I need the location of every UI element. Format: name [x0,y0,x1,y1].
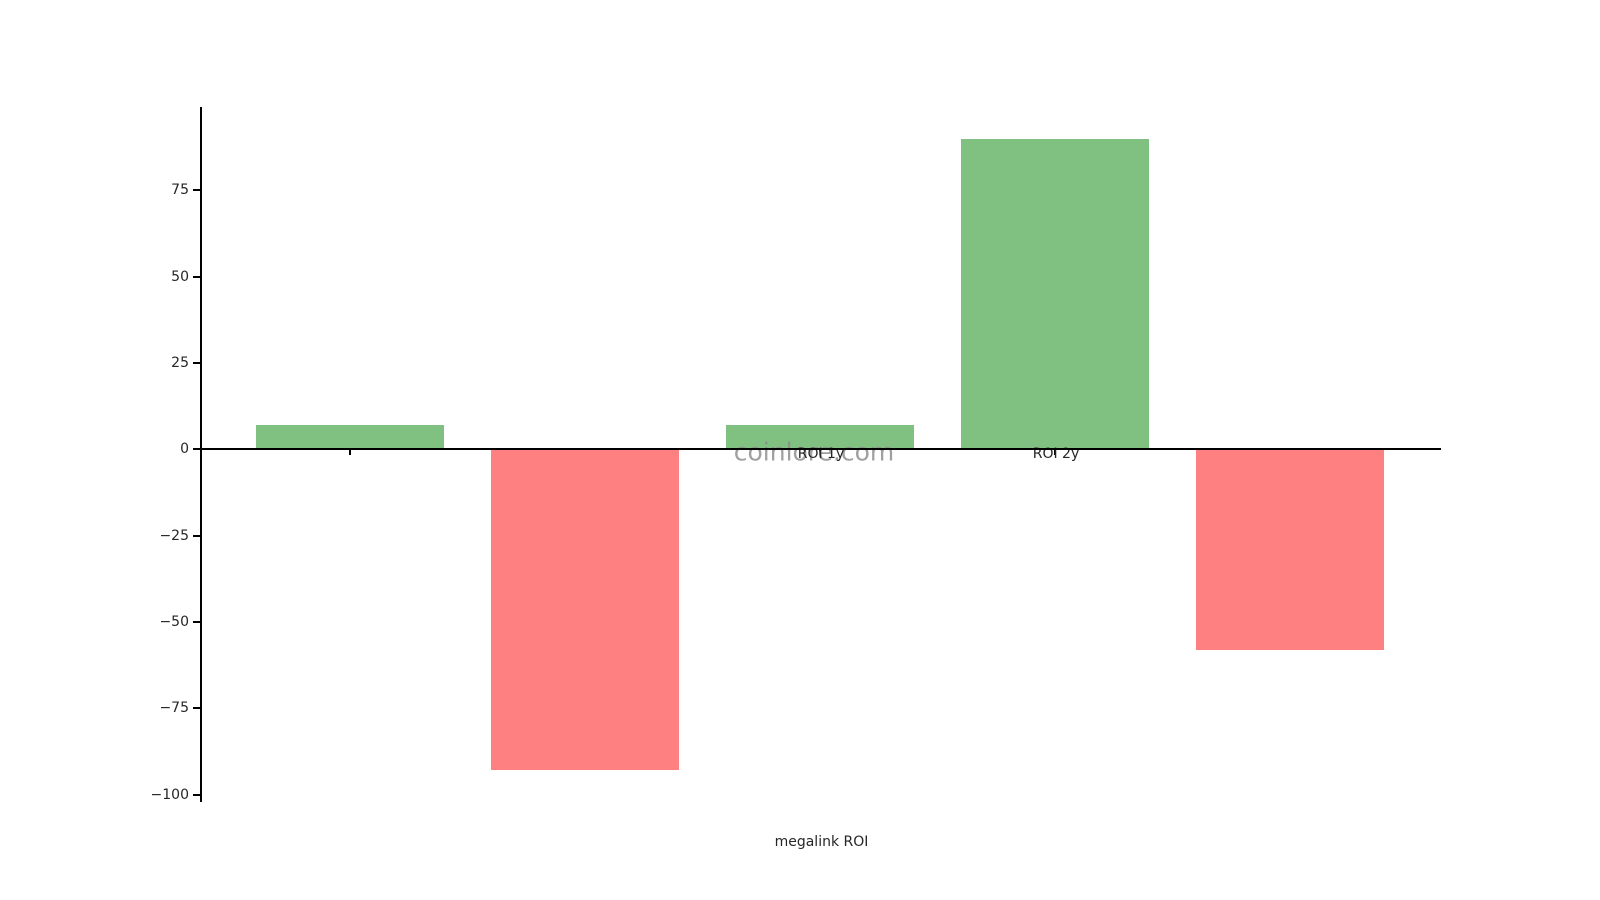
y-tick-label: 50 [171,268,189,285]
watermark-text: coinlore.com [733,437,895,467]
x-tick-label: ROI 1y [797,446,845,463]
bar-series-1 [256,425,444,450]
y-tick [193,362,200,364]
bar-roi-2y [961,138,1149,450]
bar-series-2 [491,449,679,771]
y-tick [193,534,200,537]
y-tick [193,620,200,623]
y-tick-label: −25 [159,527,189,544]
bar-series-5 [1196,449,1384,650]
y-tick-label: 25 [171,355,189,371]
x-tick [1054,449,1056,456]
y-tick [193,793,200,796]
y-tick-label: −75 [159,700,189,717]
y-axis-spine [200,107,202,802]
y-tick [193,448,200,451]
y-tick [193,189,200,192]
x-tick-label: ROI 2y [1032,446,1080,463]
x-tick [349,449,351,456]
y-tick-label: −100 [150,786,189,803]
y-tick-label: 0 [180,441,189,458]
x-tick [819,449,821,456]
y-tick [193,707,200,710]
y-tick-label: −50 [159,613,189,630]
zero-axis-line [200,448,1441,451]
bar-roi-1y [726,425,914,450]
y-tick-label: 75 [171,182,189,199]
y-tick [193,275,200,278]
x-axis-title: megalink ROI [774,834,869,850]
